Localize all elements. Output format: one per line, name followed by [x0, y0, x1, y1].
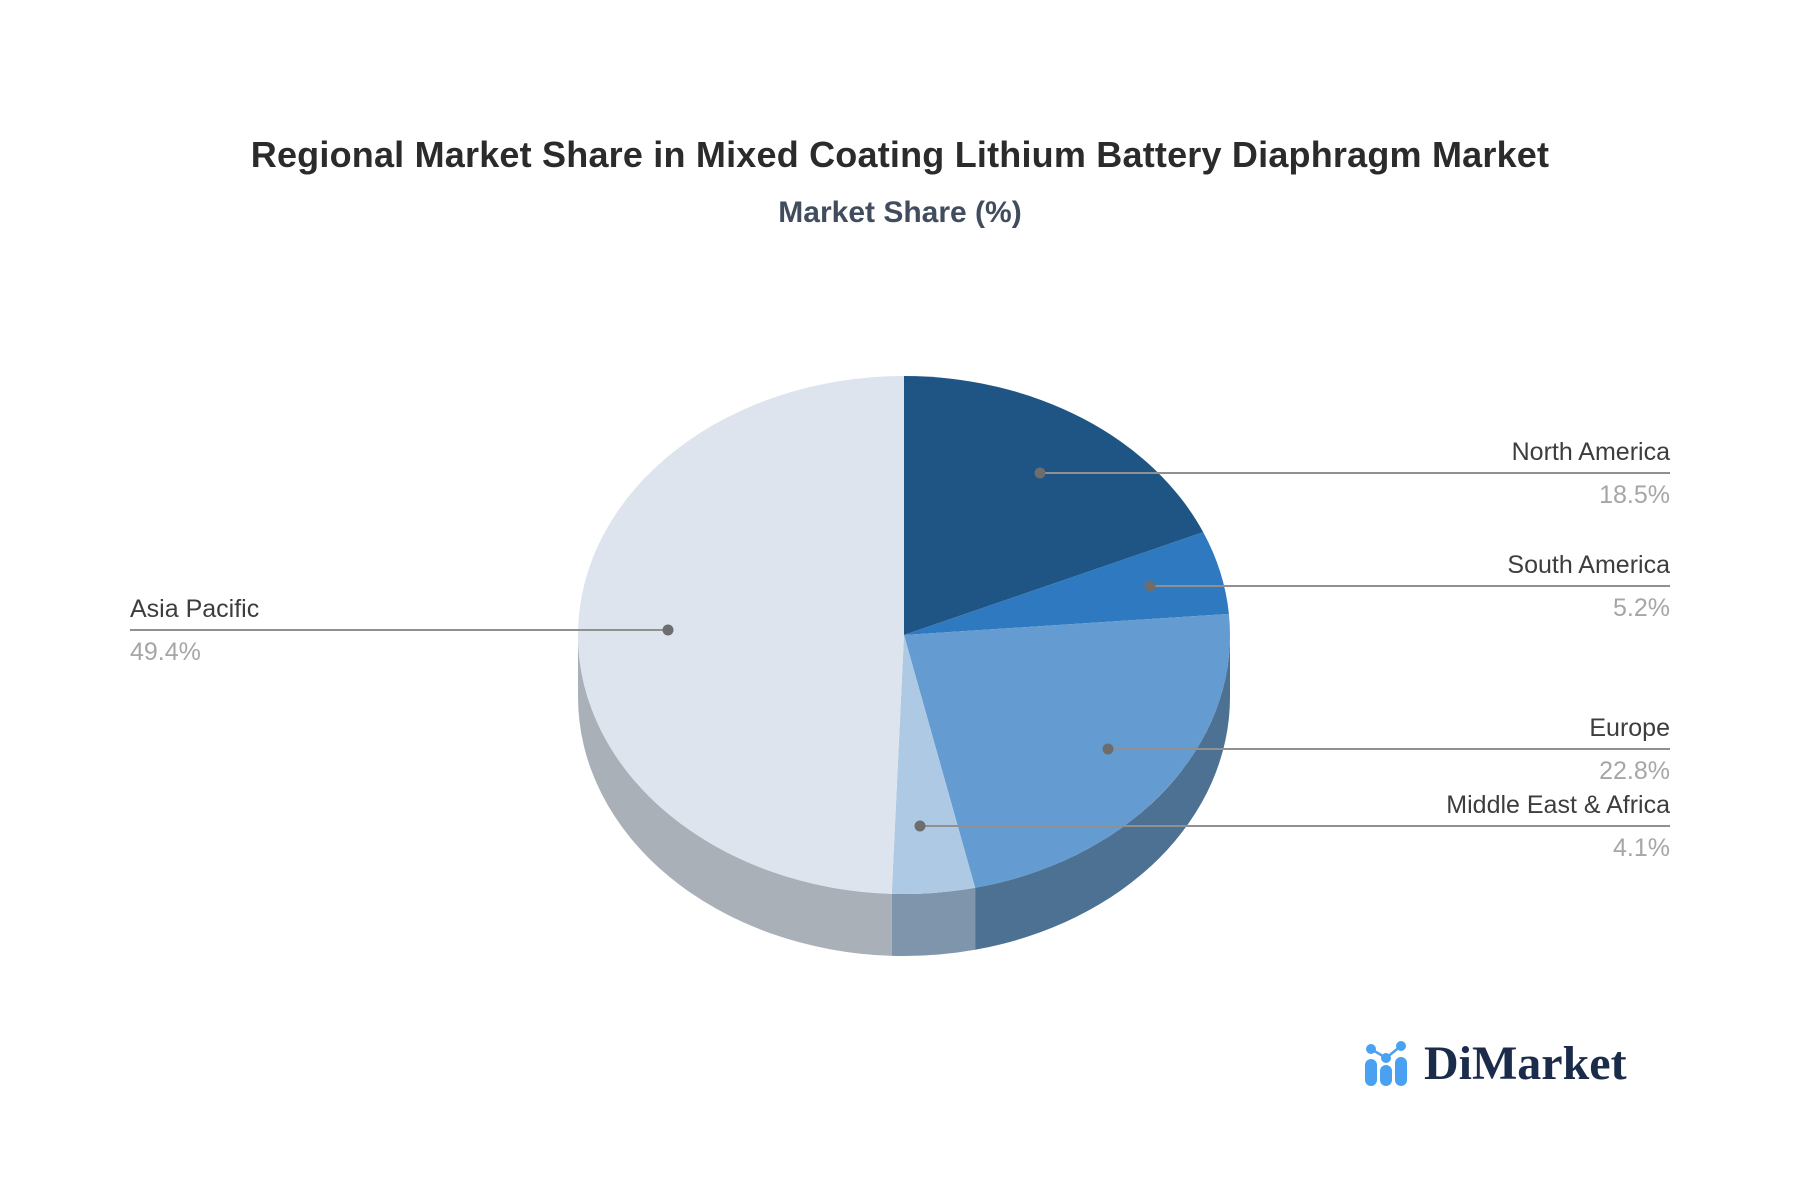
- slice-label-middle-east-africa: Middle East & Africa: [1446, 791, 1670, 819]
- pie-rim-europe: [975, 635, 1230, 950]
- slice-label-north-america: North America: [1511, 438, 1670, 466]
- slice-pct-asia-pacific: 49.4%: [130, 638, 201, 666]
- dimarket-logo: DiMarket: [1358, 1038, 1627, 1090]
- callout-middle-east-africa-pct: 4.1%: [1613, 833, 1670, 863]
- leader-dot-south-america: [1144, 580, 1156, 592]
- slice-pct-north-america: 18.5%: [1599, 481, 1670, 509]
- dimarket-logo-text: DiMarket: [1424, 1037, 1627, 1090]
- pie-slice-north-america: [904, 376, 1204, 635]
- chart-title: Regional Market Share in Mixed Coating L…: [250, 134, 1550, 175]
- slice-label-south-america: South America: [1507, 551, 1670, 579]
- leader-dot-europe: [1102, 743, 1114, 755]
- dimarket-logo-icon: [1365, 1041, 1407, 1086]
- callout-north-america-pct: 18.5%: [1599, 480, 1670, 510]
- pie-slice-asia-pacific: [577, 376, 904, 894]
- callout-middle-east-africa: Middle East & Africa: [1446, 790, 1670, 820]
- pie-slice-middle-east-africa: [891, 635, 976, 894]
- callout-north-america: North America: [1512, 437, 1670, 467]
- leader-dot-middle-east-africa: [914, 820, 926, 832]
- callout-asia-pacific: Asia Pacific: [130, 594, 259, 624]
- slice-label-asia-pacific: Asia Pacific: [130, 595, 260, 623]
- slice-pct-middle-east-africa: 4.1%: [1613, 834, 1670, 862]
- leader-dot-asia-pacific: [662, 624, 674, 636]
- leader-dot-north-america: [1034, 467, 1046, 479]
- chart-subtitle: Market Share (%): [778, 196, 1022, 229]
- pie-slice-europe: [904, 613, 1230, 888]
- pie-rim-middle-east-africa: [891, 887, 976, 956]
- slice-pct-south-america: 5.2%: [1613, 594, 1670, 622]
- callout-europe-pct: 22.8%: [1599, 756, 1670, 786]
- callout-asia-pacific-pct: 49.4%: [130, 637, 201, 667]
- pie-slice-south-america: [904, 532, 1229, 635]
- slice-pct-europe: 22.8%: [1599, 757, 1670, 785]
- slice-label-europe: Europe: [1589, 714, 1670, 742]
- pie-rim-asia-pacific: [578, 635, 892, 956]
- callout-south-america-pct: 5.2%: [1613, 593, 1670, 623]
- callout-south-america: South America: [1507, 550, 1670, 580]
- callout-europe: Europe: [1589, 713, 1670, 743]
